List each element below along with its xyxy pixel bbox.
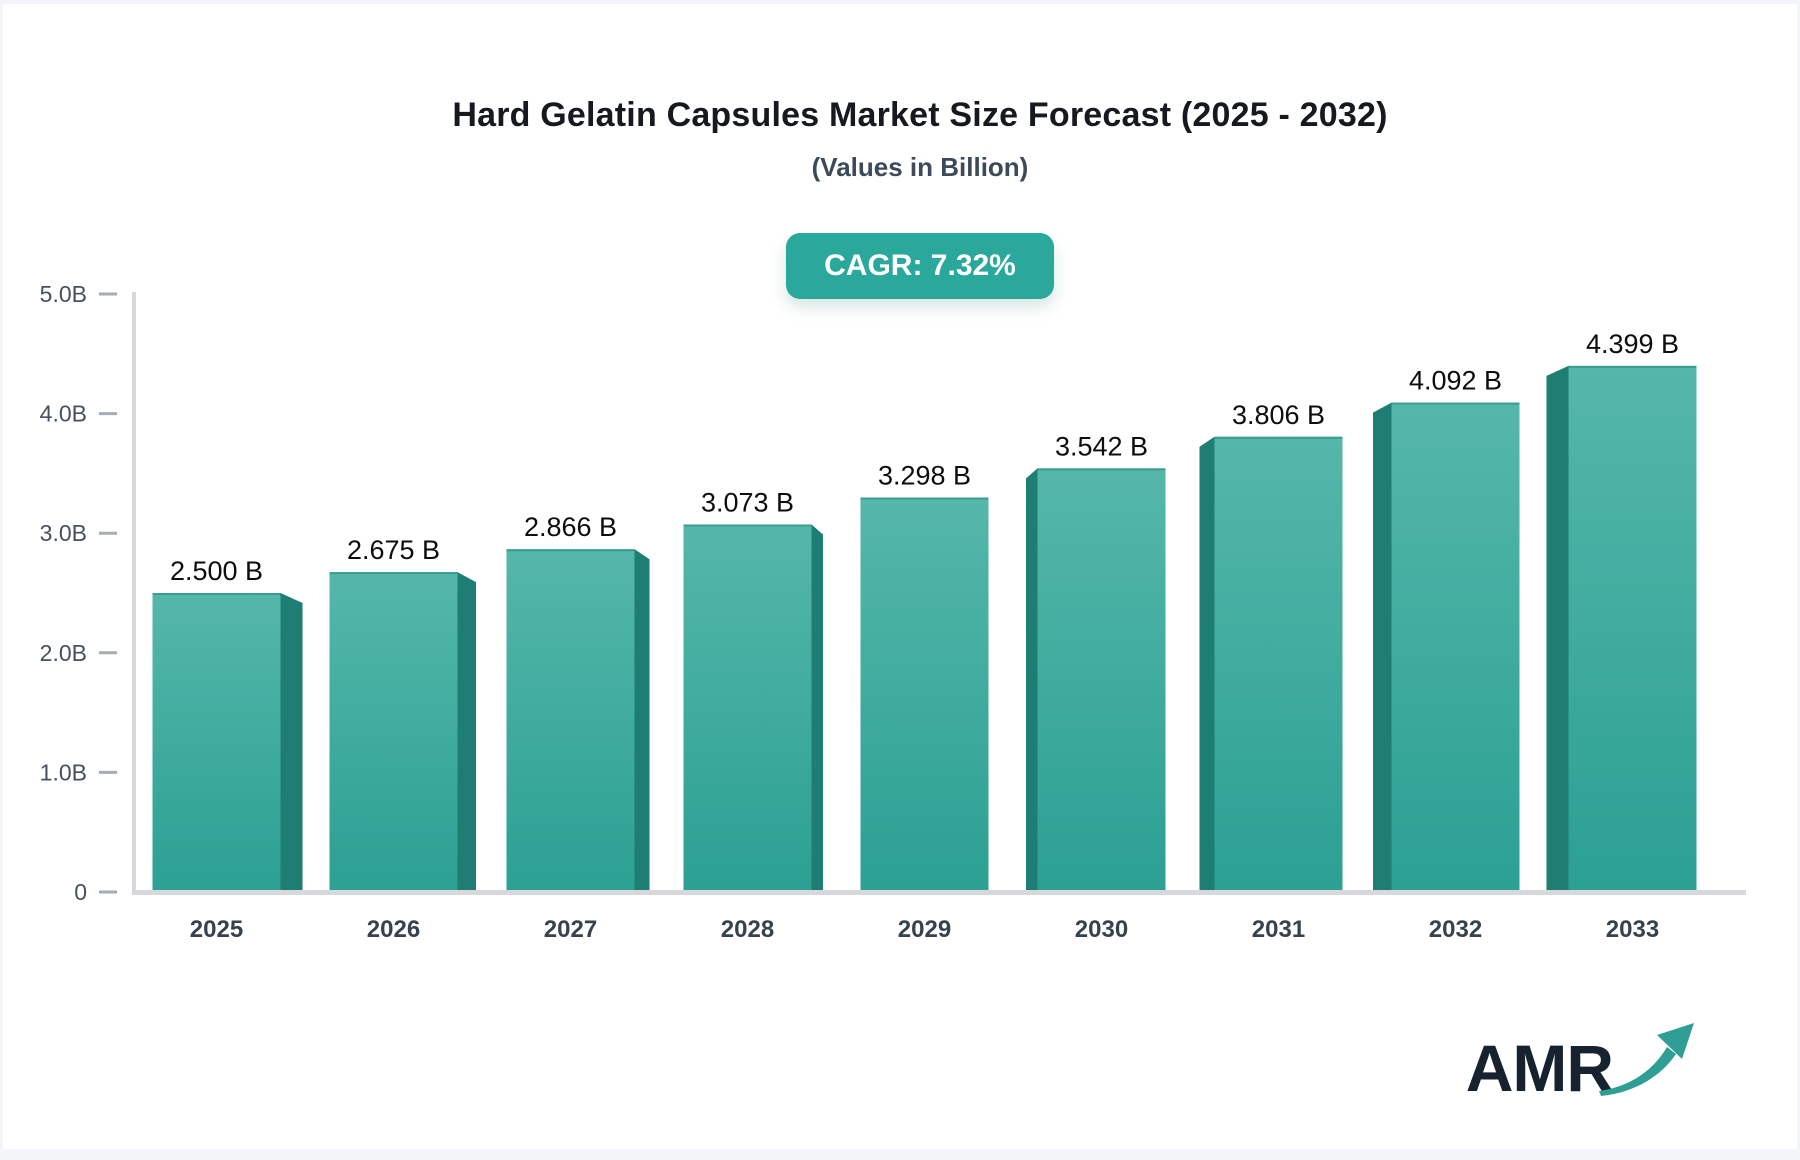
chart-subtitle: (Values in Billion)	[811, 152, 1029, 182]
bar-2031-face	[1214, 436, 1343, 892]
bar-2031-side	[1199, 436, 1215, 892]
y-tick-label-5.0B: 5.0B	[40, 281, 87, 307]
bar-2025-side	[280, 593, 303, 892]
amr-logo: AMR	[1466, 1021, 1697, 1101]
bar-2032-face	[1391, 402, 1520, 892]
bar-2027-value-label: 2.866 B	[524, 512, 617, 542]
bar-2027-face	[506, 549, 635, 892]
y-tick-label-2.0B: 2.0B	[40, 640, 87, 666]
cagr-badge: CAGR: 7.32%	[786, 233, 1054, 299]
bar-2030-face	[1037, 468, 1166, 892]
bar-2033[interactable]	[1546, 365, 1697, 892]
bar-2030[interactable]	[1026, 468, 1166, 892]
bar-2025[interactable]	[152, 593, 303, 892]
bar-2032[interactable]	[1373, 402, 1520, 892]
bar-2033-value-label: 4.399 B	[1586, 329, 1679, 359]
x-tick-label-2027: 2027	[544, 916, 597, 943]
amr-logo-text: AMR	[1465, 1031, 1614, 1105]
bar-2029-face	[860, 497, 989, 892]
x-tick-label-2033: 2033	[1606, 916, 1659, 943]
bar-2025-value-label: 2.500 B	[170, 556, 263, 586]
bar-2030-side	[1026, 468, 1038, 892]
bar-2033-side	[1546, 365, 1569, 892]
bar-2026-value-label: 2.675 B	[347, 535, 440, 565]
x-tick-label-2029: 2029	[898, 916, 951, 943]
y-tick-label-4.0B: 4.0B	[40, 401, 87, 427]
bar-2029[interactable]	[860, 497, 989, 892]
bar-2026-side	[457, 572, 476, 892]
x-tick-label-2026: 2026	[367, 916, 420, 943]
bar-2026-face	[329, 572, 458, 892]
chart-header: Hard Gelatin Capsules Market Size Foreca…	[43, 4, 1797, 299]
bar-2033-face	[1568, 365, 1697, 892]
bar-2027[interactable]	[506, 549, 650, 892]
bar-2032-value-label: 4.092 B	[1409, 366, 1502, 396]
bar-2028-value-label: 3.073 B	[701, 487, 794, 517]
x-tick-label-2031: 2031	[1252, 916, 1305, 943]
bar-2027-side	[634, 549, 650, 892]
y-tick-label-0: 0	[74, 879, 87, 905]
bar-2030-value-label: 3.542 B	[1055, 431, 1148, 461]
bar-chart-svg: 0 1.0B 2.0B 3.0B 4.0B 5.0B 2.500 B 2025 2.675 B 2…	[40, 281, 1746, 943]
x-tick-label-2032: 2032	[1429, 916, 1482, 943]
bar-2028[interactable]	[683, 524, 824, 892]
y-tick-label-1.0B: 1.0B	[40, 759, 87, 785]
bar-2025-face	[152, 593, 281, 892]
x-tick-label-2030: 2030	[1075, 916, 1128, 943]
bar-2031-value-label: 3.806 B	[1232, 400, 1325, 430]
chart-title: Hard Gelatin Capsules Market Size Foreca…	[452, 96, 1388, 134]
y-tick-label-3.0B: 3.0B	[40, 520, 87, 546]
bar-2028-face	[683, 524, 812, 892]
chart-card: Hard Gelatin Capsules Market Size Foreca…	[3, 4, 1797, 1149]
growth-arrow-icon	[1599, 1023, 1694, 1096]
bar-2026[interactable]	[329, 572, 477, 892]
bar-2032-side	[1373, 402, 1392, 892]
bar-2029-value-label: 3.298 B	[878, 461, 971, 491]
bar-2031[interactable]	[1199, 436, 1343, 892]
x-tick-label-2028: 2028	[721, 916, 774, 943]
x-tick-label-2025: 2025	[190, 916, 243, 943]
bar-2028-side	[811, 524, 823, 892]
